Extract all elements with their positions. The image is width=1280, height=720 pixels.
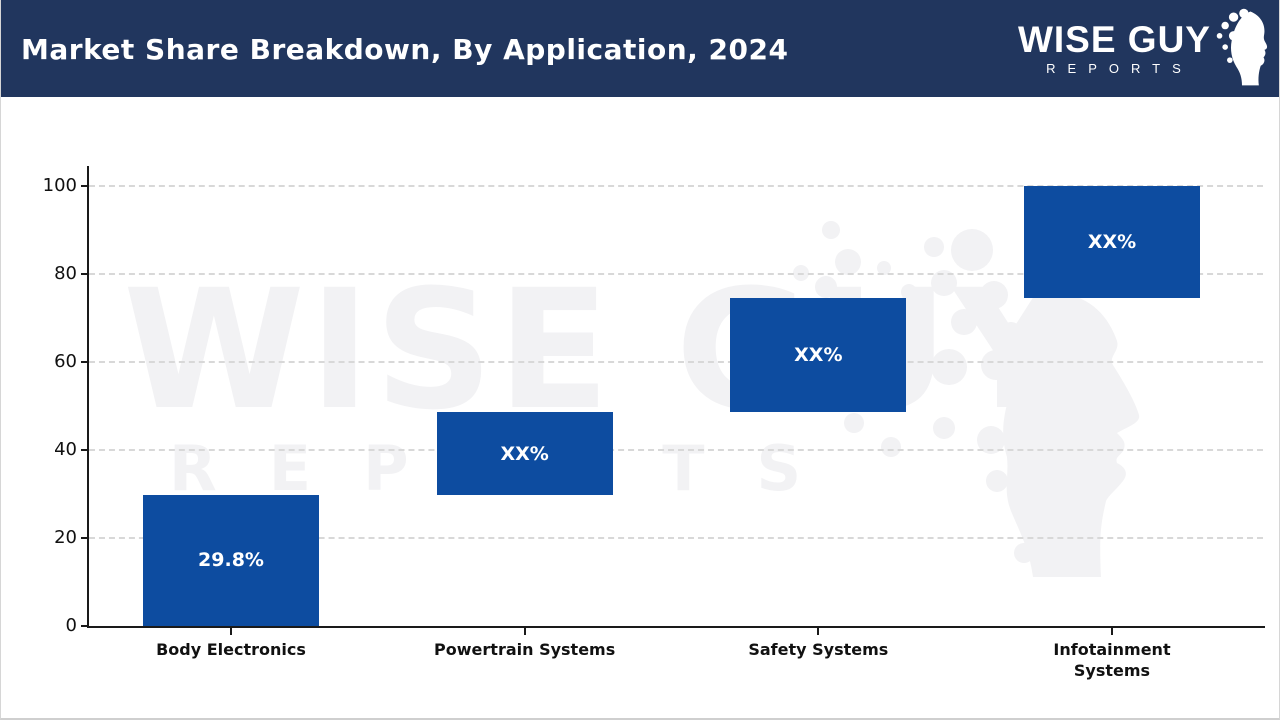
bar-value-label: 29.8% [198, 549, 264, 572]
wise-guy-logo: WISE GUY REPORTS [1018, 5, 1271, 91]
y-tick-mark [81, 625, 89, 627]
gridline-80 [89, 273, 1263, 275]
logo-face-icon [1216, 8, 1268, 86]
y-tick-mark [81, 185, 89, 187]
y-tick-label: 80 [54, 263, 77, 284]
y-tick-label: 0 [65, 615, 77, 636]
gridline-60 [89, 361, 1263, 363]
y-tick-label: 60 [54, 351, 77, 372]
x-axis-line [87, 626, 1265, 628]
y-tick-mark [81, 273, 89, 275]
x-axis-category-label: Safety Systems [748, 640, 889, 659]
y-tick-label: 100 [42, 175, 77, 196]
x-tick-mark [817, 627, 820, 635]
x-tick-mark [523, 627, 526, 635]
header-band: Market Share Breakdown, By Application, … [1, 0, 1279, 97]
logo-wordmark: WISE GUY [1017, 19, 1211, 61]
watermark-face-icon [793, 221, 1140, 577]
waterfall-bar-1: 29.8% [143, 494, 319, 626]
y-tick-mark [81, 449, 89, 451]
gridline-20 [89, 537, 1263, 539]
bar-value-label: XX% [1087, 231, 1137, 254]
x-axis-category-label: Infotainment Systems [1053, 640, 1171, 680]
x-tick-mark [1111, 627, 1113, 635]
x-axis-category-label: Powertrain Systems [434, 640, 616, 659]
waterfall-bar-4: XX% [1024, 186, 1200, 299]
y-tick-label: 20 [54, 527, 77, 548]
y-tick-mark [81, 537, 89, 539]
waterfall-bar-3: XX% [730, 298, 907, 413]
logo-text: WISE GUY REPORTS [1017, 19, 1211, 76]
y-tick-mark [81, 361, 89, 363]
y-axis-line [87, 166, 89, 628]
waterfall-bar-2: XX% [436, 412, 613, 495]
y-tick-label: 40 [54, 439, 77, 460]
gridline-40 [89, 449, 1263, 451]
bar-value-label: XX% [500, 442, 549, 465]
x-axis-category-label: Body Electronics [156, 640, 306, 659]
logo-subtext: REPORTS [1046, 60, 1193, 76]
gridline-100 [89, 185, 1263, 187]
page-title: Market Share Breakdown, By Application, … [21, 33, 789, 66]
bar-value-label: XX% [794, 344, 843, 367]
x-tick-mark [230, 627, 232, 635]
